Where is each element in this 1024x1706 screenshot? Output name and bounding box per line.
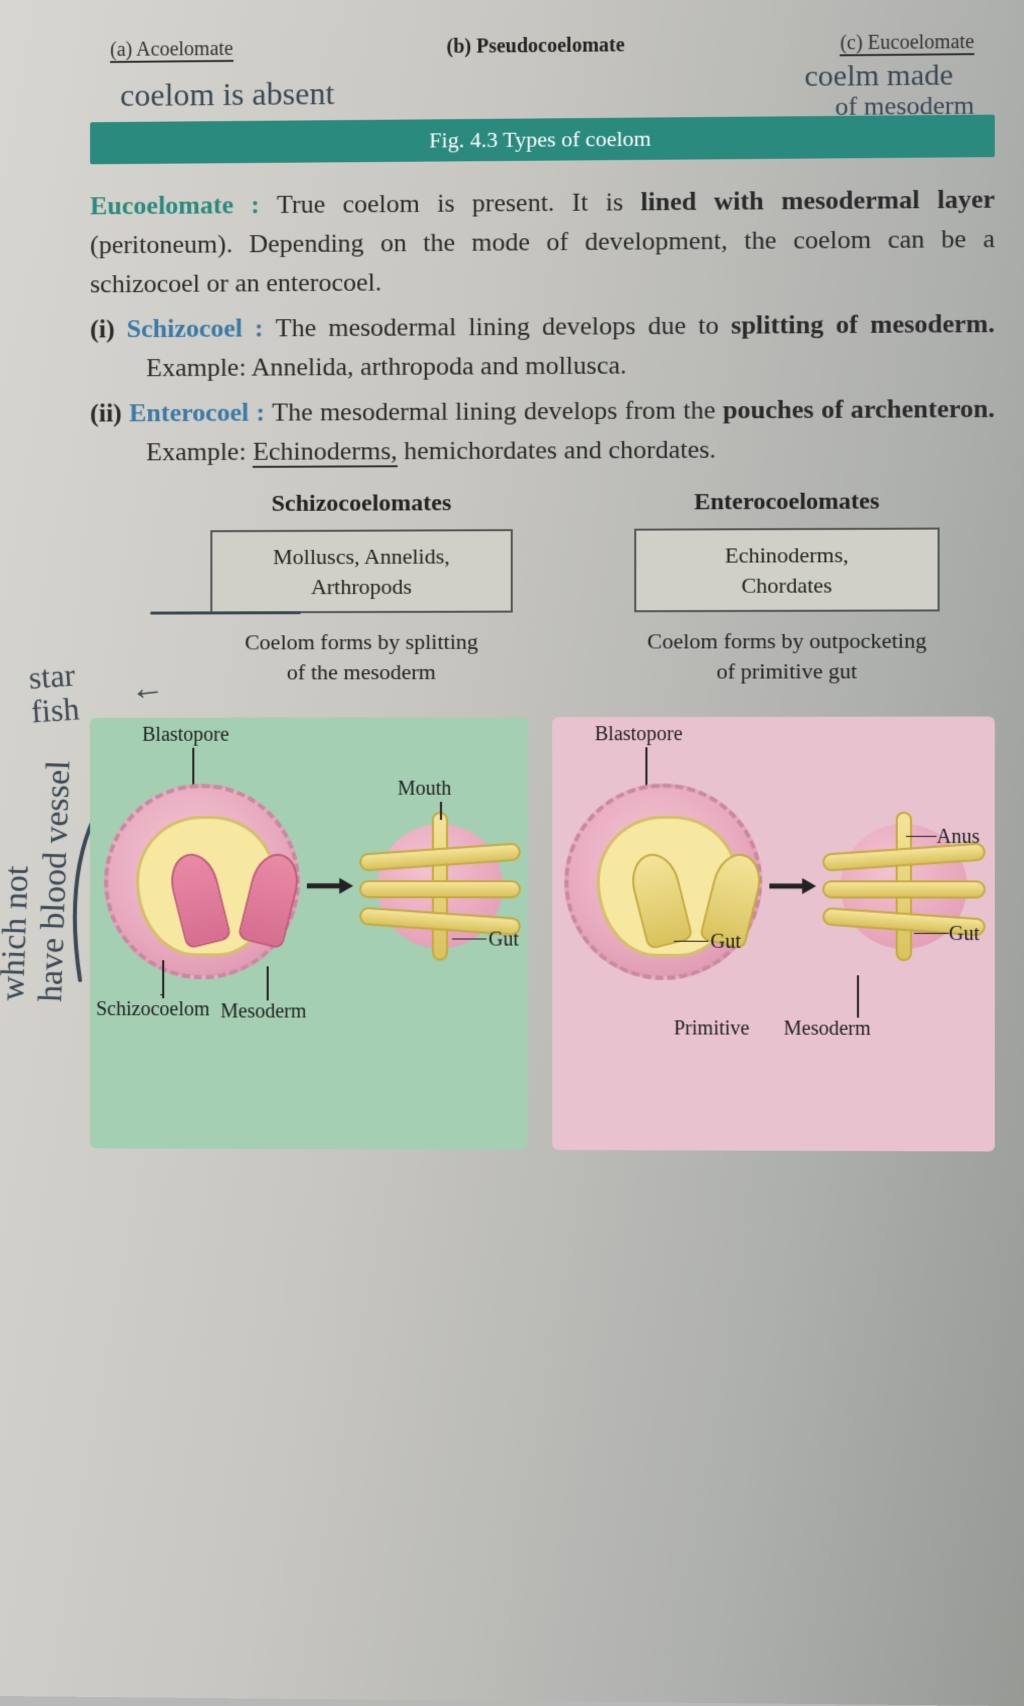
col-entero: Enterocoelomates Echinoderms, Chordates … — [634, 488, 939, 686]
handwriting-top-right: coelm made of mesoderm — [805, 59, 975, 120]
body-text: Eucoelomate : True coelom is present. It… — [90, 179, 995, 471]
caption-row: (a) Acoelomate (b) Pseudocoelomate (c) E… — [90, 31, 995, 63]
larva-band-2 — [359, 880, 521, 898]
caption-c: (c) Eucoelomate — [840, 31, 974, 55]
label-primitive: Primitive — [674, 1017, 750, 1040]
sub-l2: of the mesoderm — [210, 657, 512, 687]
b3: pouches of archenteron. — [723, 394, 995, 425]
handwriting-top-left: coelom is absent — [120, 75, 334, 114]
leader-meso-l — [267, 966, 269, 1000]
handwriting-starfish: star fish — [28, 658, 81, 728]
label-schizocoelom: Schizocoelom — [96, 998, 210, 1021]
col-schizo: Schizocoelomates Molluscs, Annelids, Art… — [210, 490, 512, 687]
t5: The mesodermal lining develops from the — [272, 395, 723, 426]
leader-schizo — [162, 960, 164, 998]
panel-schizo: Blastopore Schizocoelom Mesoderm — [90, 717, 528, 1150]
larva-band-r2 — [822, 880, 985, 898]
term-schizocoel: Schizocoel : — [127, 313, 276, 343]
sub-l1: Coelom forms by splitting — [210, 627, 512, 658]
t4: Example: Annelida, arthropoda and mollus… — [146, 350, 627, 382]
arrow-icon-right — [769, 878, 816, 894]
sub-r1: Coelom forms by outpocketing — [634, 626, 939, 657]
t2: (peritoneum). Depending on the mode of d… — [90, 224, 995, 299]
col-title-schizo: Schizocoelomates — [210, 490, 512, 518]
caption-a: (a) Acoelomate — [110, 38, 233, 62]
label-blastopore: Blastopore — [142, 723, 229, 746]
col-title-entero: Enterocoelomates — [634, 488, 939, 516]
leader-gut-embryo — [674, 940, 709, 942]
arrow-icon-left — [307, 878, 353, 894]
col-box-schizo: Molluscs, Annelids, Arthropods — [210, 529, 512, 614]
t3: The mesodermal lining develops due to — [276, 310, 731, 342]
para-eucoelomate: Eucoelomate : True coelom is present. It… — [90, 179, 995, 303]
leader-blastopore-r — [645, 747, 647, 789]
panel-entero: Blastopore Gut Anus Gut — [552, 716, 995, 1151]
hw-top-right-l2: of mesoderm — [835, 91, 974, 120]
t6: Example: — [146, 437, 253, 467]
tables-row: Schizocoelomates Molluscs, Annelids, Art… — [210, 488, 994, 687]
label-gut-embryo: Gut — [710, 930, 740, 953]
t7: hemichordates and chordates. — [397, 435, 716, 466]
label-mesoderm-l: Mesoderm — [220, 1000, 306, 1023]
arch-left-y — [626, 849, 694, 950]
handwriting-which-not: which not have blood vessel — [0, 758, 78, 1002]
para-enterocoel: (ii) Enterocoel : The mesodermal lining … — [90, 389, 995, 472]
label-anus: Anus — [937, 825, 980, 848]
page: (a) Acoelomate (b) Pseudocoelomate (c) E… — [0, 0, 1024, 1706]
label-blastopore-r: Blastopore — [595, 723, 683, 746]
hw-top-right-l1: coelm made — [805, 59, 975, 92]
label-mesoderm-r: Mesoderm — [784, 1017, 871, 1040]
box-r2: Chordates — [644, 570, 929, 601]
t1: True coelom is present. It is — [277, 187, 641, 219]
box-l2: Arthropods — [220, 571, 502, 602]
col-sub-entero: Coelom forms by outpocketing of primitiv… — [634, 626, 939, 687]
leader-gut-r — [914, 933, 949, 935]
caption-b: (b) Pseudocoelomate — [447, 34, 625, 59]
num-i: (i) — [90, 314, 127, 343]
arch-right — [237, 849, 304, 950]
term-enterocoel: Enterocoel : — [129, 398, 272, 428]
leader-anus — [906, 836, 937, 838]
para-schizocoel: (i) Schizocoel : The mesodermal lining d… — [90, 304, 995, 388]
box-r1: Echinoderms, — [644, 540, 929, 571]
label-gut-l: Gut — [488, 928, 518, 951]
label-gut-r: Gut — [949, 923, 980, 946]
label-mouth: Mouth — [398, 777, 452, 800]
figure-caption-bar: Fig. 4.3 Types of coelom — [90, 115, 995, 165]
col-sub-schizo: Coelom forms by splitting of the mesoder… — [210, 627, 512, 687]
echinoderms-underlined: Echinoderms, — [253, 436, 398, 468]
b1: lined with mesodermal layer — [641, 184, 995, 216]
term-eucoelomate: Eucoelomate : — [90, 190, 277, 220]
leader-mouth — [440, 802, 442, 820]
leader-meso-r — [857, 975, 859, 1017]
sub-r2: of primitive gut — [634, 656, 939, 687]
box-l1: Molluscs, Annelids, — [220, 541, 502, 572]
inner-sac-left — [136, 816, 277, 956]
num-ii: (ii) — [90, 398, 129, 427]
col-box-entero: Echinoderms, Chordates — [634, 528, 939, 613]
handwriting-arrow-icon: ← — [128, 668, 166, 709]
handwriting-underline-icon — [150, 611, 301, 614]
leader-gut-l — [452, 938, 486, 940]
b2: splitting of mesoderm. — [731, 309, 995, 340]
embryo-left — [104, 784, 300, 980]
diagrams-row: Blastopore Schizocoelom Mesoderm — [90, 716, 995, 1151]
arch-left — [165, 849, 232, 950]
